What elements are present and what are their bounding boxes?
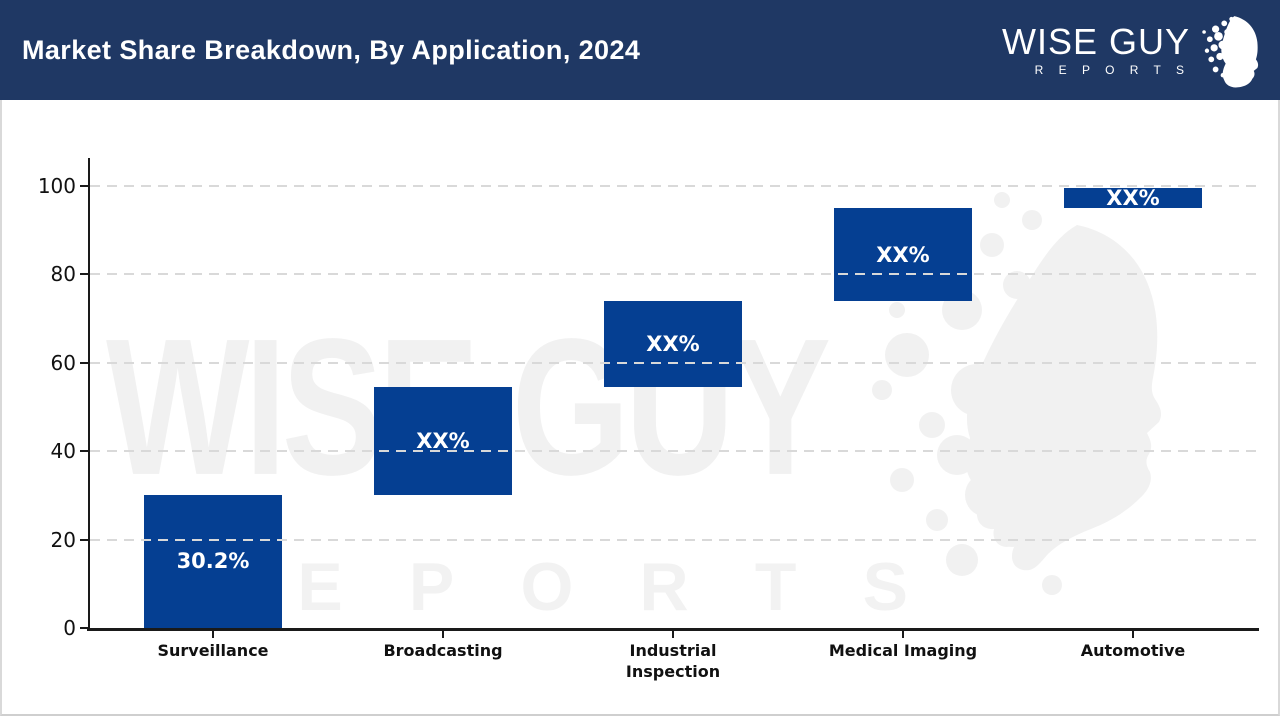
y-tick-label-80: 80	[50, 262, 76, 287]
watermark-face-icon	[872, 192, 1162, 595]
bar-value-label: XX%	[876, 242, 930, 267]
gridline-20	[90, 538, 1259, 541]
x-tick-label-broadcasting: Broadcasting	[328, 640, 558, 661]
page-title: Market Share Breakdown, By Application, …	[22, 34, 641, 65]
y-tick-label-100: 100	[37, 174, 76, 198]
gridline-80	[90, 273, 1259, 276]
y-tick-80	[80, 273, 88, 276]
bar-value-label: XX%	[1106, 185, 1160, 210]
watermark-letter: E	[297, 549, 343, 625]
x-tick-0	[212, 630, 214, 638]
x-tick-label-medical-imaging: Medical Imaging	[788, 640, 1018, 661]
x-tick-label-line: Automotive	[1080, 641, 1186, 660]
y-tick-label-20: 20	[50, 527, 76, 552]
y-tick-100	[80, 185, 88, 187]
gridline-60	[90, 361, 1259, 364]
y-tick-0	[80, 627, 88, 629]
watermark-letter: R	[639, 549, 689, 625]
bar-value-label: XX%	[416, 428, 470, 453]
y-tick-label-60: 60	[50, 350, 76, 375]
watermark-letter: P	[408, 549, 455, 625]
gridline-100	[90, 185, 1259, 187]
brand-subname: R E P O R T S	[1034, 62, 1190, 77]
brand-name: WISE GUY	[1001, 20, 1190, 62]
brand-logo-text: WISE GUY R E P O R T S	[1001, 20, 1190, 77]
y-tick-40	[80, 450, 88, 453]
brand-logo: WISE GUY R E P O R T S	[1002, 9, 1266, 91]
y-tick-label-40: 40	[50, 439, 76, 464]
x-tick-label-surveillance: Surveillance	[98, 640, 328, 661]
x-tick-label-line: Surveillance	[157, 641, 269, 660]
x-axis-line	[87, 628, 1259, 631]
x-tick-label-line: Medical Imaging	[828, 641, 978, 660]
x-tick-3	[902, 630, 904, 638]
bar-value-label: XX%	[646, 332, 700, 356]
y-tick-label-0: 0	[63, 616, 76, 640]
bar-automotive: XX%	[1064, 185, 1202, 210]
watermark-letter: O	[520, 549, 574, 625]
x-tick-label-automotive: Automotive	[1018, 640, 1248, 661]
x-tick-label-line: Inspection	[625, 662, 721, 681]
bar-surveillance: 30.2%	[144, 494, 282, 628]
x-tick-label-line: Industrial	[629, 641, 717, 660]
watermark-letter: S	[862, 549, 908, 625]
brand-face-icon	[1202, 16, 1259, 88]
bar-broadcasting: XX%	[374, 387, 512, 495]
bar-value-label: 30.2%	[176, 549, 250, 574]
header: Market Share Breakdown, By Application, …	[0, 0, 1280, 100]
y-axis-line	[88, 158, 90, 630]
x-tick-2	[672, 630, 674, 638]
y-tick-20	[80, 538, 88, 541]
bar-industrial-inspection: XX%	[604, 300, 742, 388]
x-tick-1	[442, 630, 444, 638]
bar-medical-imaging: XX%	[834, 208, 972, 301]
x-tick-label-line: Broadcasting	[383, 641, 503, 660]
chart-plot-area: 30.2% XX% XX% XX% XX% 0 20 40 60 80 100 Surveillanc…	[2, 100, 1278, 714]
x-tick-4	[1132, 630, 1134, 638]
watermark-letter: T	[754, 549, 797, 625]
x-tick-label-industrial-inspection: Industrial Inspection	[558, 640, 788, 682]
gridline-40	[90, 450, 1259, 453]
y-tick-60	[80, 361, 88, 364]
